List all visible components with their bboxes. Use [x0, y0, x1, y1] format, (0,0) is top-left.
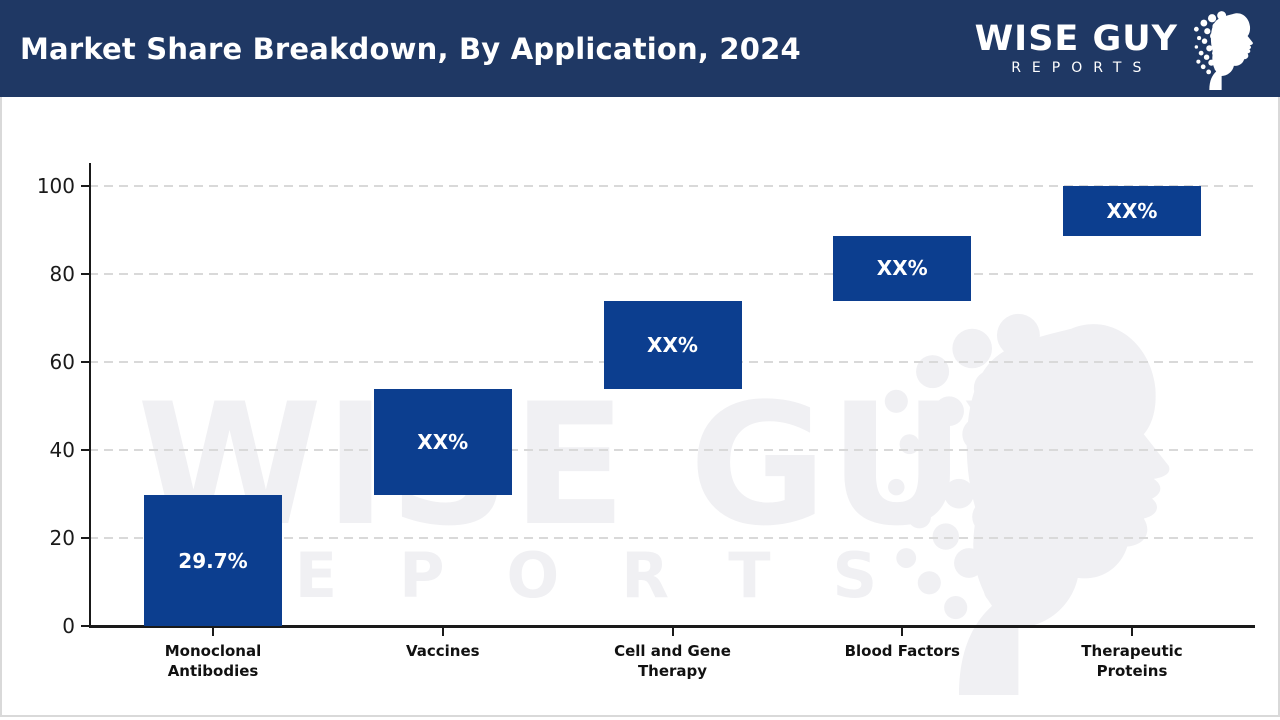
- category-label-line: Antibodies: [167, 662, 259, 680]
- logo-subtitle: REPORTS: [1011, 60, 1153, 76]
- category-label-monoclonal-antibodies: Monoclonal Antibodies: [98, 641, 328, 681]
- logo-text: WISE GUY REPORTS: [974, 19, 1178, 76]
- bar-value-label: XX%: [876, 256, 928, 281]
- wise-guy-logo: WISE GUY REPORTS: [975, 8, 1266, 90]
- y-tick-label-40: 40: [49, 438, 75, 462]
- y-tick-label-0: 0: [62, 614, 75, 638]
- bar-value-label: 29.7%: [178, 548, 248, 573]
- logo-wordmark: WISE GUY: [974, 19, 1178, 59]
- x-tick-cell-and-gene-therapy: [671, 628, 674, 636]
- x-tick-monoclonal-antibodies: [212, 628, 214, 636]
- category-label-line: Blood Factors: [844, 642, 960, 660]
- header: Market Share Breakdown, By Application, …: [0, 0, 1280, 97]
- y-tick-20: [81, 537, 89, 539]
- x-tick-therapeutic-proteins: [1131, 628, 1133, 636]
- y-tick-40: [81, 449, 89, 451]
- category-label-blood-factors: Blood Factors: [787, 641, 1017, 661]
- gridline-40: [89, 449, 1255, 451]
- bar-value-label: XX%: [1106, 199, 1158, 224]
- bar-therapeutic-proteins: XX%: [1063, 186, 1201, 237]
- bar-blood-factors: XX%: [833, 236, 972, 301]
- category-label-line: Vaccines: [405, 642, 480, 660]
- x-axis: [89, 625, 1255, 628]
- logo-face-icon: [1193, 10, 1253, 90]
- y-tick-label-20: 20: [49, 526, 75, 550]
- y-tick-0: [81, 625, 89, 627]
- y-tick-label-80: 80: [49, 262, 75, 286]
- bar-value-label: XX%: [417, 430, 469, 455]
- gridline-80: [89, 273, 1255, 275]
- category-label-line: Therapeutic: [1081, 642, 1183, 660]
- bar-value-label: XX%: [647, 333, 698, 358]
- y-tick-100: [81, 185, 89, 187]
- bar-monoclonal-antibodies: 29.7%: [144, 495, 282, 626]
- category-label-therapeutic-proteins: Therapeutic Proteins: [1017, 641, 1247, 681]
- category-label-line: Cell and Gene: [614, 642, 731, 660]
- category-label-line: Proteins: [1096, 662, 1168, 680]
- bar-cell-and-gene-therapy: XX%: [603, 300, 742, 390]
- bar-vaccines: XX%: [373, 389, 512, 496]
- page-title: Market Share Breakdown, By Application, …: [20, 31, 801, 66]
- y-tick-80: [81, 273, 89, 275]
- category-label-line: Monoclonal: [164, 642, 262, 660]
- gridline-20: [89, 537, 1255, 539]
- y-tick-60: [81, 361, 89, 363]
- x-tick-vaccines: [441, 628, 444, 636]
- x-tick-blood-factors: [901, 628, 904, 636]
- y-tick-label-60: 60: [49, 350, 75, 374]
- y-axis: [89, 163, 91, 628]
- y-tick-label-100: 100: [36, 174, 75, 198]
- category-label-line: Therapy: [637, 662, 708, 680]
- category-label-vaccines: Vaccines: [328, 641, 558, 661]
- category-label-cell-and-gene-therapy: Cell and Gene Therapy: [558, 641, 788, 681]
- gridline-100: [89, 185, 1255, 187]
